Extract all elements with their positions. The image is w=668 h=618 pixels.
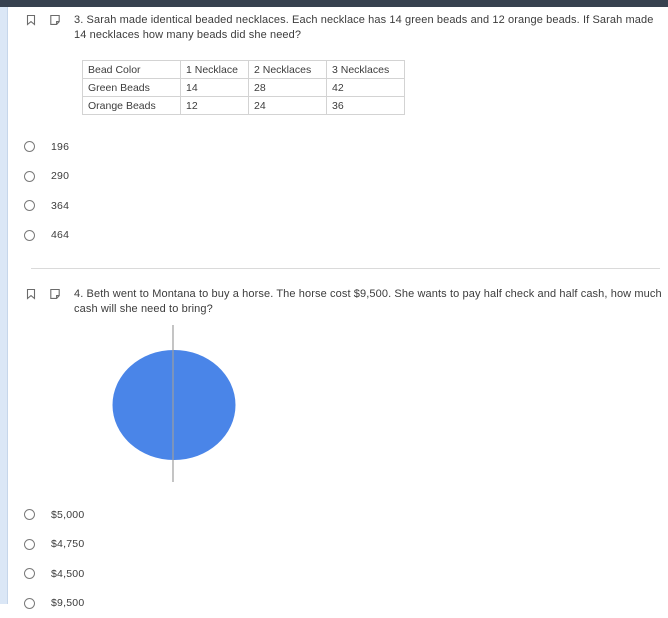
question-4-header: 4. Beth went to Montana to buy a horse. … [9,269,668,317]
option-label: 464 [51,229,69,241]
option-row[interactable]: $4,500 [9,559,668,589]
question-block-3: 3. Sarah made identical beaded necklaces… [9,7,668,250]
table-header-cell: Bead Color [83,61,181,79]
radio-button-icon[interactable] [24,171,35,182]
question-block-4: 4. Beth went to Montana to buy a horse. … [9,269,668,618]
table-cell: 14 [181,79,249,97]
table-header-cell: 3 Necklaces [327,61,405,79]
question-3-text: 3. Sarah made identical beaded necklaces… [74,13,666,43]
option-row[interactable]: 464 [9,221,668,251]
option-row[interactable]: 196 [9,132,668,162]
question-3-options: 196 290 364 464 [9,132,668,250]
table-cell: 36 [327,97,405,115]
question-4-options: $5,000 $4,750 $4,500 $9,500 [9,500,668,618]
option-label: $4,750 [51,538,84,550]
table-header-cell: 1 Necklace [181,61,249,79]
question-3-header: 3. Sarah made identical beaded necklaces… [9,7,668,43]
radio-button-icon[interactable] [24,141,35,152]
question-content-area: 3. Sarah made identical beaded necklaces… [9,7,668,604]
option-label: 196 [51,141,69,153]
beads-table-wrapper: Bead Color 1 Necklace 2 Necklaces 3 Neck… [82,60,668,115]
option-label: 290 [51,170,69,182]
horse-cost-diagram [9,325,668,500]
table-header-row: Bead Color 1 Necklace 2 Necklaces 3 Neck… [83,61,405,79]
table-cell: 42 [327,79,405,97]
option-row[interactable]: 364 [9,191,668,221]
ellipse-with-divider-figure [104,325,264,500]
option-label: $4,500 [51,568,84,580]
table-cell: Orange Beads [83,97,181,115]
table-cell: Green Beads [83,79,181,97]
radio-button-icon[interactable] [24,568,35,579]
option-row[interactable]: $4,750 [9,530,668,560]
note-icon[interactable] [48,287,62,301]
beads-table: Bead Color 1 Necklace 2 Necklaces 3 Neck… [82,60,405,115]
left-rail-strip [0,7,8,604]
table-cell: 24 [249,97,327,115]
radio-button-icon[interactable] [24,539,35,550]
table-cell: 12 [181,97,249,115]
table-row: Green Beads 14 28 42 [83,79,405,97]
bookmark-icon[interactable] [24,13,38,27]
radio-button-icon[interactable] [24,200,35,211]
top-app-bar [0,0,668,7]
option-label: $5,000 [51,509,84,521]
radio-button-icon[interactable] [24,509,35,520]
option-row[interactable]: 290 [9,162,668,192]
option-row[interactable]: $9,500 [9,589,668,618]
blue-ellipse-shape [113,350,236,460]
table-row: Orange Beads 12 24 36 [83,97,405,115]
option-label: 364 [51,200,69,212]
option-label: $9,500 [51,597,84,609]
radio-button-icon[interactable] [24,230,35,241]
note-icon[interactable] [48,13,62,27]
question-4-text: 4. Beth went to Montana to buy a horse. … [74,287,668,317]
table-cell: 28 [249,79,327,97]
table-header-cell: 2 Necklaces [249,61,327,79]
radio-button-icon[interactable] [24,598,35,609]
option-row[interactable]: $5,000 [9,500,668,530]
bookmark-icon[interactable] [24,287,38,301]
